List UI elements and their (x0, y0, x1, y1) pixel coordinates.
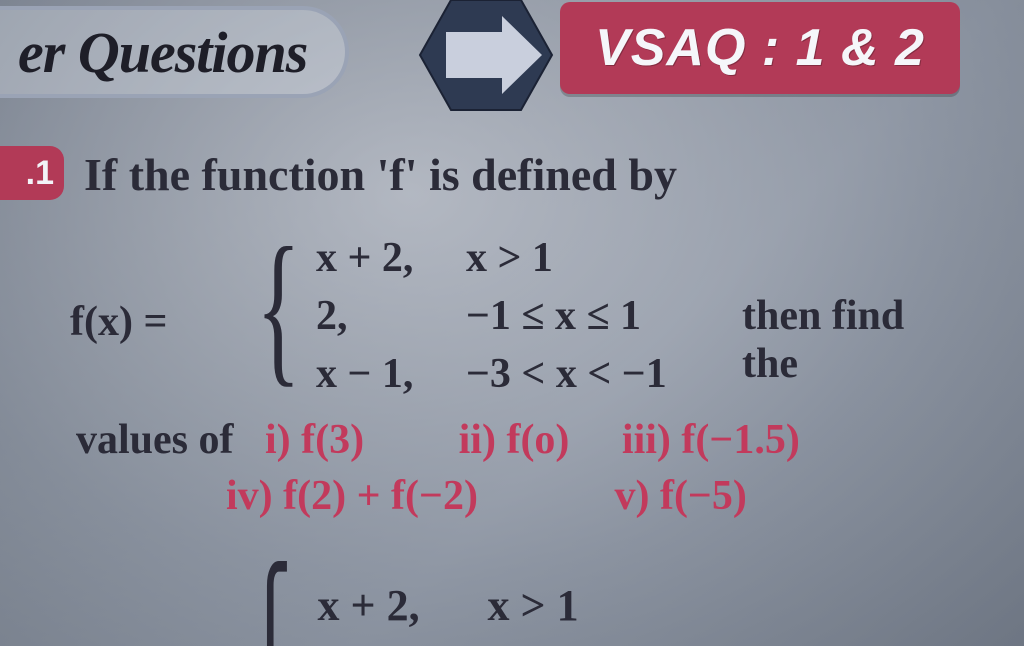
part-val: f(2) + f(−2) (283, 473, 478, 519)
values-lead: values of (76, 417, 234, 463)
next-question-fragment: ⎧ x + 2, x > 1 (250, 576, 688, 634)
question-intro-line: If the function 'f' is defined by (84, 148, 677, 201)
left-brace-icon: { (256, 222, 301, 392)
part-num: iii) (622, 417, 671, 463)
frag-cond: x > 1 (488, 580, 688, 631)
part-num: ii) (459, 417, 496, 463)
cases-block: x + 2, x > 1 2, −1 ≤ x ≤ 1 x − 1, −3 < x… (316, 234, 726, 408)
case-expr: x − 1, (316, 350, 466, 408)
case-row: x − 1, −3 < x < −1 (316, 350, 726, 408)
part-num: v) (614, 473, 649, 519)
frag-expr: x + 2, (318, 580, 488, 631)
questions-heading: er Questions (18, 19, 307, 86)
fx-equals: f(x) = (70, 298, 167, 346)
part-num: iv) (226, 473, 273, 519)
part-val: f(−1.5) (681, 417, 799, 463)
page-surface: er Questions VSAQ : 1 & 2 .1 If the func… (0, 0, 1024, 646)
left-brace-icon: ⎧ (250, 588, 291, 646)
values-row-1: values of i) f(3) ii) f(o) iii) f(−1.5) (76, 416, 996, 464)
part-val: f(−5) (660, 473, 747, 519)
questions-word: Questions (78, 20, 308, 85)
question-number-badge: .1 (0, 146, 64, 200)
questions-prefix: er (18, 20, 64, 85)
values-block: values of i) f(3) ii) f(o) iii) f(−1.5) … (76, 416, 996, 528)
part-val: f(3) (301, 417, 364, 463)
questions-pill: er Questions (0, 6, 349, 98)
then-find-the: then find the (742, 292, 970, 388)
header-row: er Questions VSAQ : 1 & 2 (0, 6, 1024, 126)
vsaq-badge: VSAQ : 1 & 2 (560, 2, 960, 94)
part-num: i) (265, 417, 291, 463)
case-row: x + 2, x > 1 (316, 234, 726, 292)
vsaq-label: VSAQ : 1 & 2 (595, 18, 925, 78)
question-number: .1 (26, 154, 54, 193)
case-row: 2, −1 ≤ x ≤ 1 (316, 292, 726, 350)
case-expr: 2, (316, 292, 466, 350)
values-row-2: iv) f(2) + f(−2) v) f(−5) (76, 472, 996, 520)
case-cond: x > 1 (466, 234, 726, 292)
case-cond: −3 < x < −1 (466, 350, 726, 408)
hexagon-arrow-icon (416, 0, 556, 114)
case-cond: −1 ≤ x ≤ 1 (466, 292, 726, 350)
case-expr: x + 2, (316, 234, 466, 292)
part-val: f(o) (506, 417, 569, 463)
